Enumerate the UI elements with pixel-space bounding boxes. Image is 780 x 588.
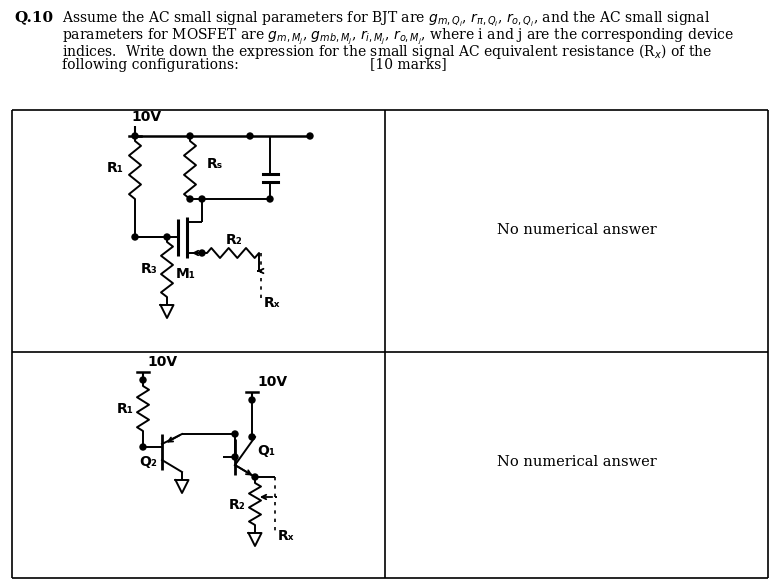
Text: R₂: R₂ xyxy=(225,233,243,247)
Text: M₁: M₁ xyxy=(176,267,196,281)
Circle shape xyxy=(132,133,138,139)
Text: Q₂: Q₂ xyxy=(139,455,157,469)
Circle shape xyxy=(164,234,170,240)
Text: No numerical answer: No numerical answer xyxy=(497,223,657,237)
Text: Rₓ: Rₓ xyxy=(264,296,281,310)
Circle shape xyxy=(267,196,273,202)
Text: Rₛ: Rₛ xyxy=(207,157,223,171)
Circle shape xyxy=(187,133,193,139)
Circle shape xyxy=(199,196,205,202)
Circle shape xyxy=(249,434,255,440)
Text: Assume the AC small signal parameters for BJT are $g_{m,Q_i}$, $r_{\pi,Q_i}$, $r: Assume the AC small signal parameters fo… xyxy=(62,10,710,29)
Text: indices.  Write down the expression for the small signal AC equivalent resistanc: indices. Write down the expression for t… xyxy=(62,42,712,61)
Circle shape xyxy=(232,431,238,437)
Circle shape xyxy=(140,377,146,383)
Text: following configurations:                              [10 marks]: following configurations: [10 marks] xyxy=(62,58,447,72)
Text: 10V: 10V xyxy=(147,355,177,369)
Circle shape xyxy=(140,444,146,450)
Circle shape xyxy=(249,397,255,403)
Text: parameters for MOSFET are $g_{m,M_j}$, $g_{mb,M_j}$, $r_{i,M_j}$, $r_{o,M_j}$, w: parameters for MOSFET are $g_{m,M_j}$, $… xyxy=(62,26,734,46)
Circle shape xyxy=(247,133,253,139)
Text: No numerical answer: No numerical answer xyxy=(497,455,657,469)
Circle shape xyxy=(132,234,138,240)
Circle shape xyxy=(252,474,258,480)
Circle shape xyxy=(232,454,238,460)
Text: R₁: R₁ xyxy=(107,161,123,175)
Text: Q₁: Q₁ xyxy=(257,444,275,458)
Circle shape xyxy=(307,133,313,139)
Text: R₁: R₁ xyxy=(116,402,133,416)
Circle shape xyxy=(199,250,205,256)
Text: R₃: R₃ xyxy=(140,262,158,276)
Text: Q.10: Q.10 xyxy=(14,10,53,24)
Circle shape xyxy=(187,196,193,202)
Text: 10V: 10V xyxy=(131,110,161,124)
Text: Rₓ: Rₓ xyxy=(278,529,295,543)
Text: R₂: R₂ xyxy=(229,498,246,512)
Text: 10V: 10V xyxy=(257,375,287,389)
